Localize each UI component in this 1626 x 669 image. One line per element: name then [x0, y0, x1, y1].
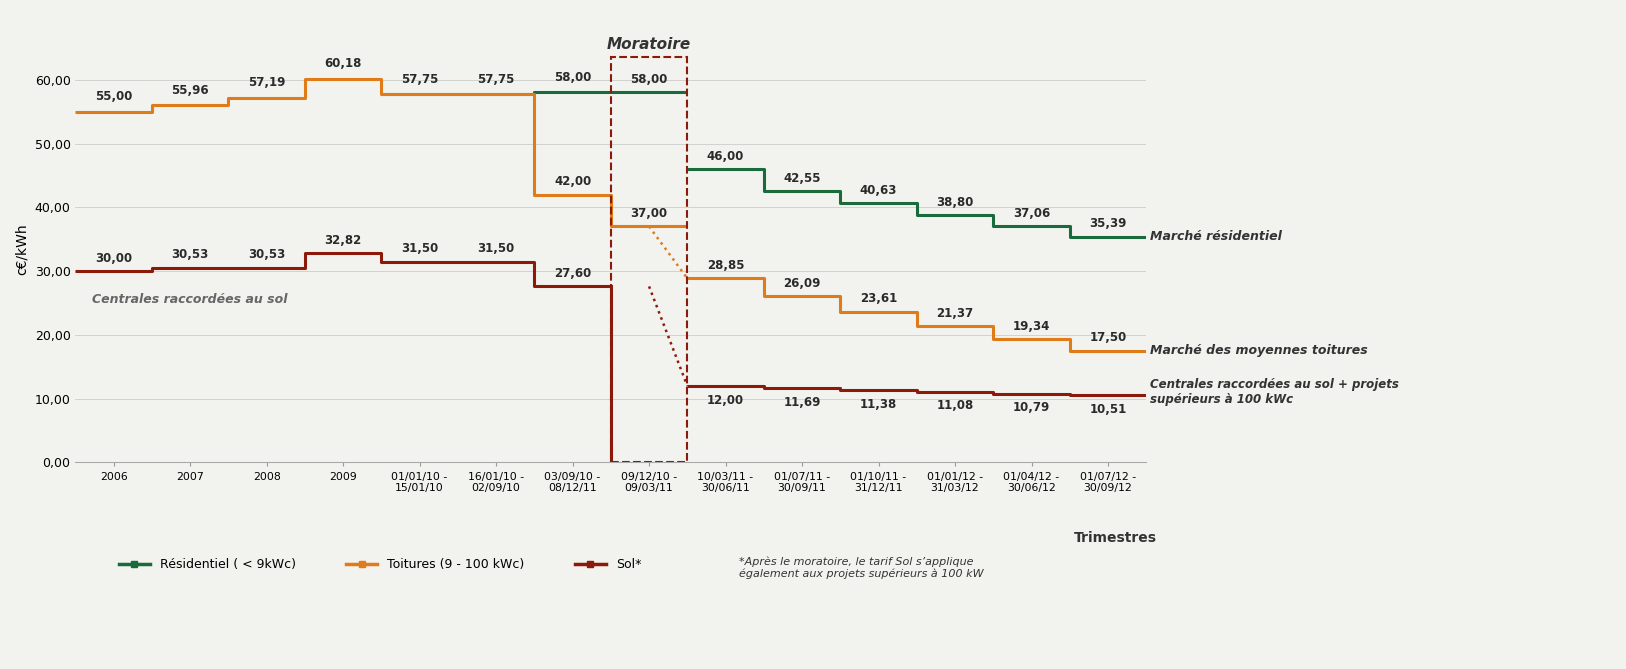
Text: 57,75: 57,75	[478, 73, 515, 86]
Text: Centrales raccordées au sol: Centrales raccordées au sol	[93, 293, 288, 306]
Text: 30,00: 30,00	[94, 252, 132, 265]
Text: 26,09: 26,09	[784, 277, 821, 290]
Text: 40,63: 40,63	[860, 184, 898, 197]
Text: 31,50: 31,50	[478, 242, 515, 255]
Text: 55,00: 55,00	[94, 90, 132, 103]
Text: Centrales raccordées au sol + projets
supérieurs à 100 kWc: Centrales raccordées au sol + projets su…	[1150, 379, 1398, 406]
Text: 27,60: 27,60	[554, 267, 592, 280]
Text: 35,39: 35,39	[1089, 217, 1127, 230]
Text: 10,51: 10,51	[1089, 403, 1127, 416]
Text: 42,00: 42,00	[554, 175, 592, 188]
Text: 11,69: 11,69	[784, 395, 821, 409]
Text: *Après le moratoire, le tarif Sol s’applique
également aux projets supérieurs à : *Après le moratoire, le tarif Sol s’appl…	[740, 557, 984, 579]
Text: Marché des moyennes toitures: Marché des moyennes toitures	[1150, 345, 1367, 357]
Text: 11,08: 11,08	[937, 399, 974, 413]
Text: 58,00: 58,00	[554, 71, 592, 84]
Text: 55,96: 55,96	[171, 84, 210, 97]
Text: 46,00: 46,00	[707, 150, 745, 163]
Text: 19,34: 19,34	[1013, 320, 1050, 332]
Text: 38,80: 38,80	[937, 195, 974, 209]
Text: 42,55: 42,55	[784, 172, 821, 185]
Text: Marché résidentiel: Marché résidentiel	[1150, 230, 1281, 244]
Text: 17,50: 17,50	[1089, 331, 1127, 345]
Text: 31,50: 31,50	[402, 242, 439, 255]
Text: 28,85: 28,85	[707, 259, 745, 272]
Text: 37,06: 37,06	[1013, 207, 1050, 219]
Text: 21,37: 21,37	[937, 307, 974, 320]
Text: Moratoire: Moratoire	[606, 37, 691, 52]
Text: 37,00: 37,00	[631, 207, 668, 220]
Y-axis label: c€/kWh: c€/kWh	[15, 223, 29, 274]
Text: 23,61: 23,61	[860, 292, 898, 306]
Text: 58,00: 58,00	[631, 73, 668, 86]
Text: 30,53: 30,53	[249, 248, 285, 262]
Text: 10,79: 10,79	[1013, 401, 1050, 414]
Bar	[611, 58, 688, 462]
Text: Trimestres: Trimestres	[1073, 531, 1158, 545]
Text: 32,82: 32,82	[325, 233, 361, 247]
Text: 12,00: 12,00	[707, 393, 745, 407]
Legend: Résidentiel ( < 9kWc), Toitures (9 - 100 kWc), Sol*: Résidentiel ( < 9kWc), Toitures (9 - 100…	[114, 553, 646, 576]
Text: 57,75: 57,75	[402, 73, 439, 86]
Text: 30,53: 30,53	[171, 248, 208, 262]
Text: 57,19: 57,19	[247, 76, 285, 90]
Text: 11,38: 11,38	[860, 397, 898, 411]
Text: 60,18: 60,18	[325, 58, 363, 70]
